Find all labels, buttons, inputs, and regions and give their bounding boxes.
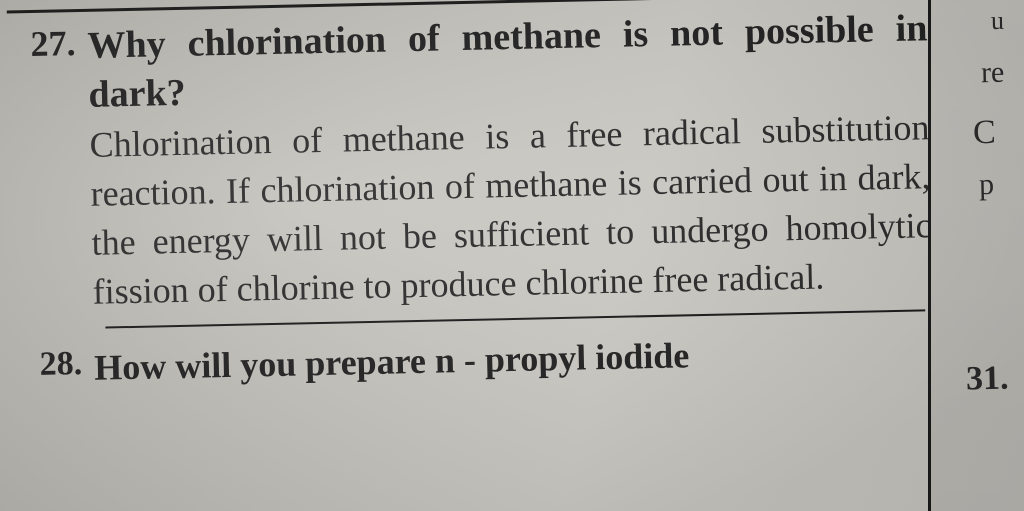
main-column: 27. Why chlorination of methane is not p… (7, 0, 935, 393)
question-title: How will you prepare n - propyl iodide (94, 327, 935, 391)
cutoff-text: C (973, 114, 996, 152)
question-number: 28. (14, 345, 95, 385)
answer-body: Chlorination of methane is a free radica… (89, 103, 933, 316)
cutoff-text: re (980, 56, 1004, 90)
question-title: Why chlorination of methane is not possi… (87, 4, 929, 119)
next-question-number: 31. (965, 360, 1008, 399)
question-27: 27. Why chlorination of methane is not p… (7, 0, 933, 319)
question-28: 28. How will you prepare n - propyl iodi… (14, 317, 935, 393)
cutoff-text: u (991, 6, 1005, 36)
question-text-block: Why chlorination of methane is not possi… (87, 4, 933, 317)
textbook-page: 27. Why chlorination of methane is not p… (0, 0, 1024, 511)
column-divider (928, 0, 1024, 511)
question-number: 27. (7, 22, 88, 66)
cutoff-text: p (979, 168, 995, 202)
